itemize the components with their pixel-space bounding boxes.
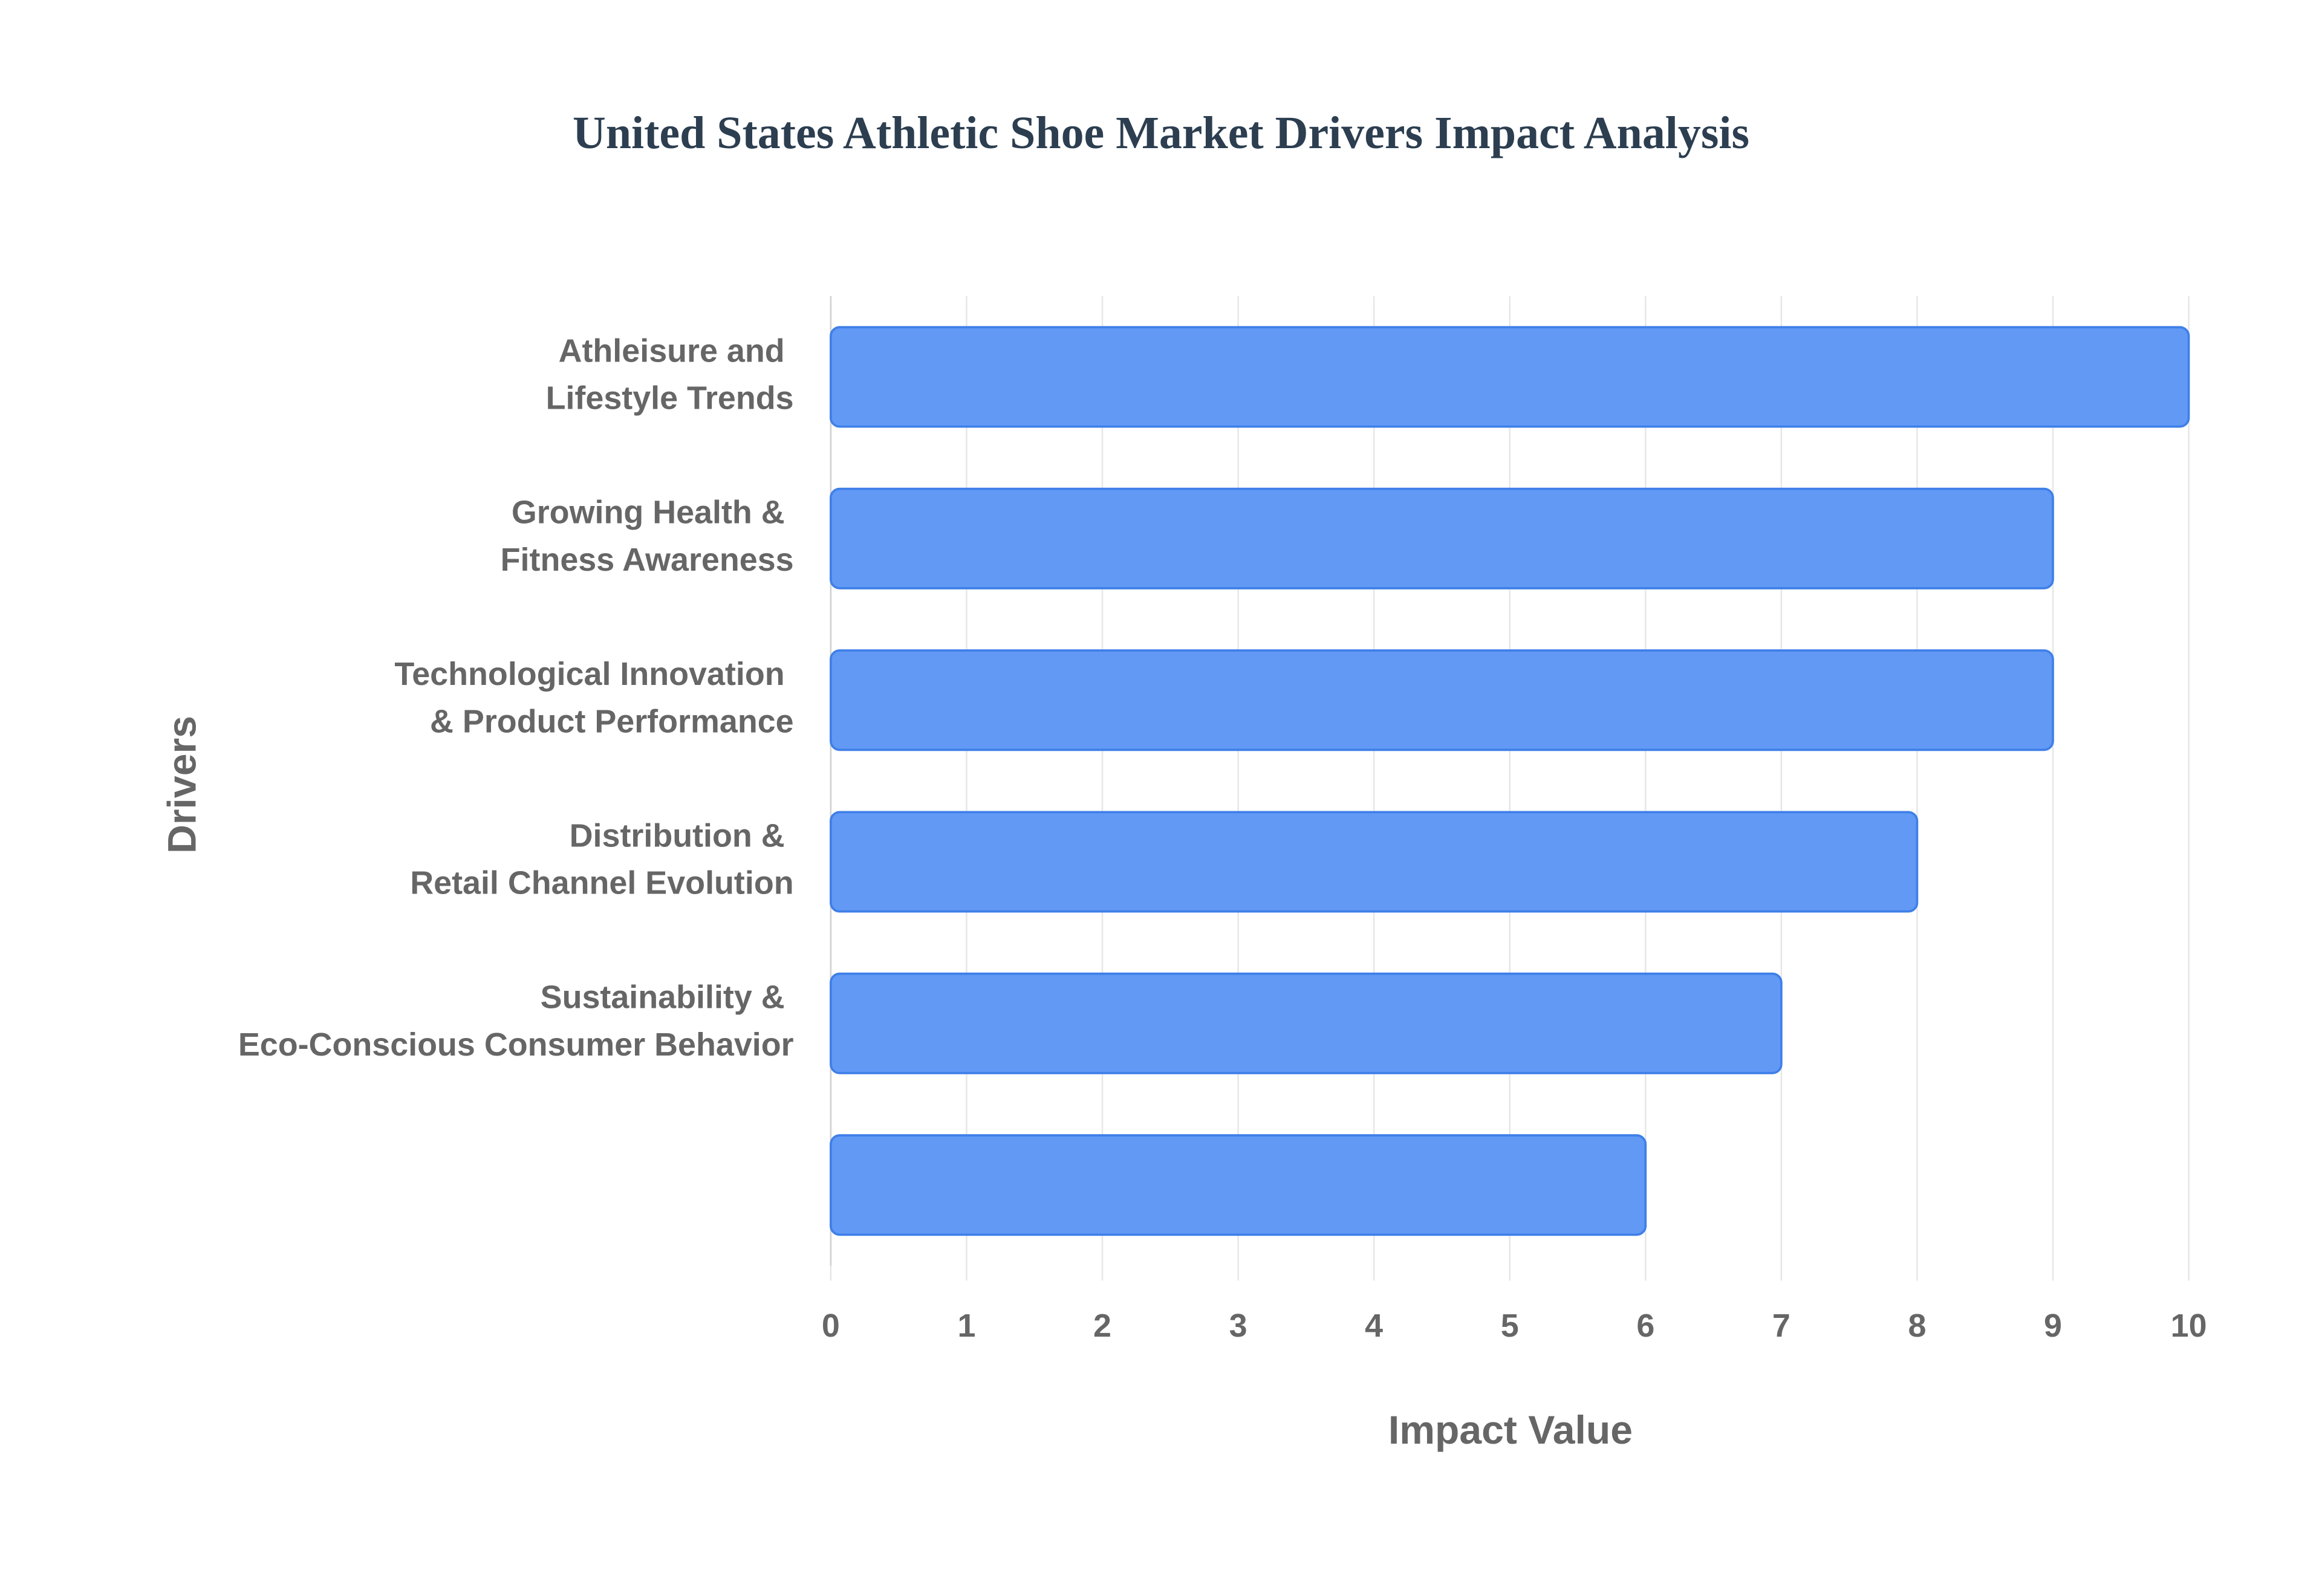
x-tick-label: 9: [2044, 1308, 2062, 1344]
x-tick-label: 6: [1636, 1308, 1654, 1344]
x-tick-label: 10: [2171, 1308, 2207, 1344]
chart-title: United States Athletic Shoe Market Drive…: [573, 108, 1749, 158]
x-tick-label: 7: [1772, 1308, 1790, 1344]
y-tick-label: Athleisure and Lifestyle Trends: [546, 333, 794, 417]
x-tick-label: 3: [1229, 1308, 1247, 1344]
y-tick-label: Sustainability & Eco-Conscious Consumer …: [238, 979, 794, 1063]
y-tick-label: Technological Innovation & Product Perfo…: [394, 656, 793, 739]
x-tick-label: 4: [1365, 1308, 1383, 1344]
x-axis-title: Impact Value: [1388, 1408, 1633, 1453]
x-tick-label: 8: [1908, 1308, 1926, 1344]
bar: [830, 811, 1919, 913]
x-tick-label: 5: [1501, 1308, 1519, 1344]
y-tick-label: Growing Health & Fitness Awareness: [501, 495, 794, 578]
bar: [830, 487, 2054, 589]
bar: [830, 1134, 1647, 1236]
x-tick-label: 0: [822, 1308, 840, 1344]
bar: [830, 326, 2190, 428]
y-axis-title: Drivers: [160, 716, 205, 854]
bar: [830, 972, 1783, 1074]
x-tick-label: 1: [957, 1308, 975, 1344]
bar: [830, 649, 2054, 751]
y-tick-label: Distribution & Retail Channel Evolution: [410, 818, 793, 901]
x-tick-label: 2: [1093, 1308, 1111, 1344]
